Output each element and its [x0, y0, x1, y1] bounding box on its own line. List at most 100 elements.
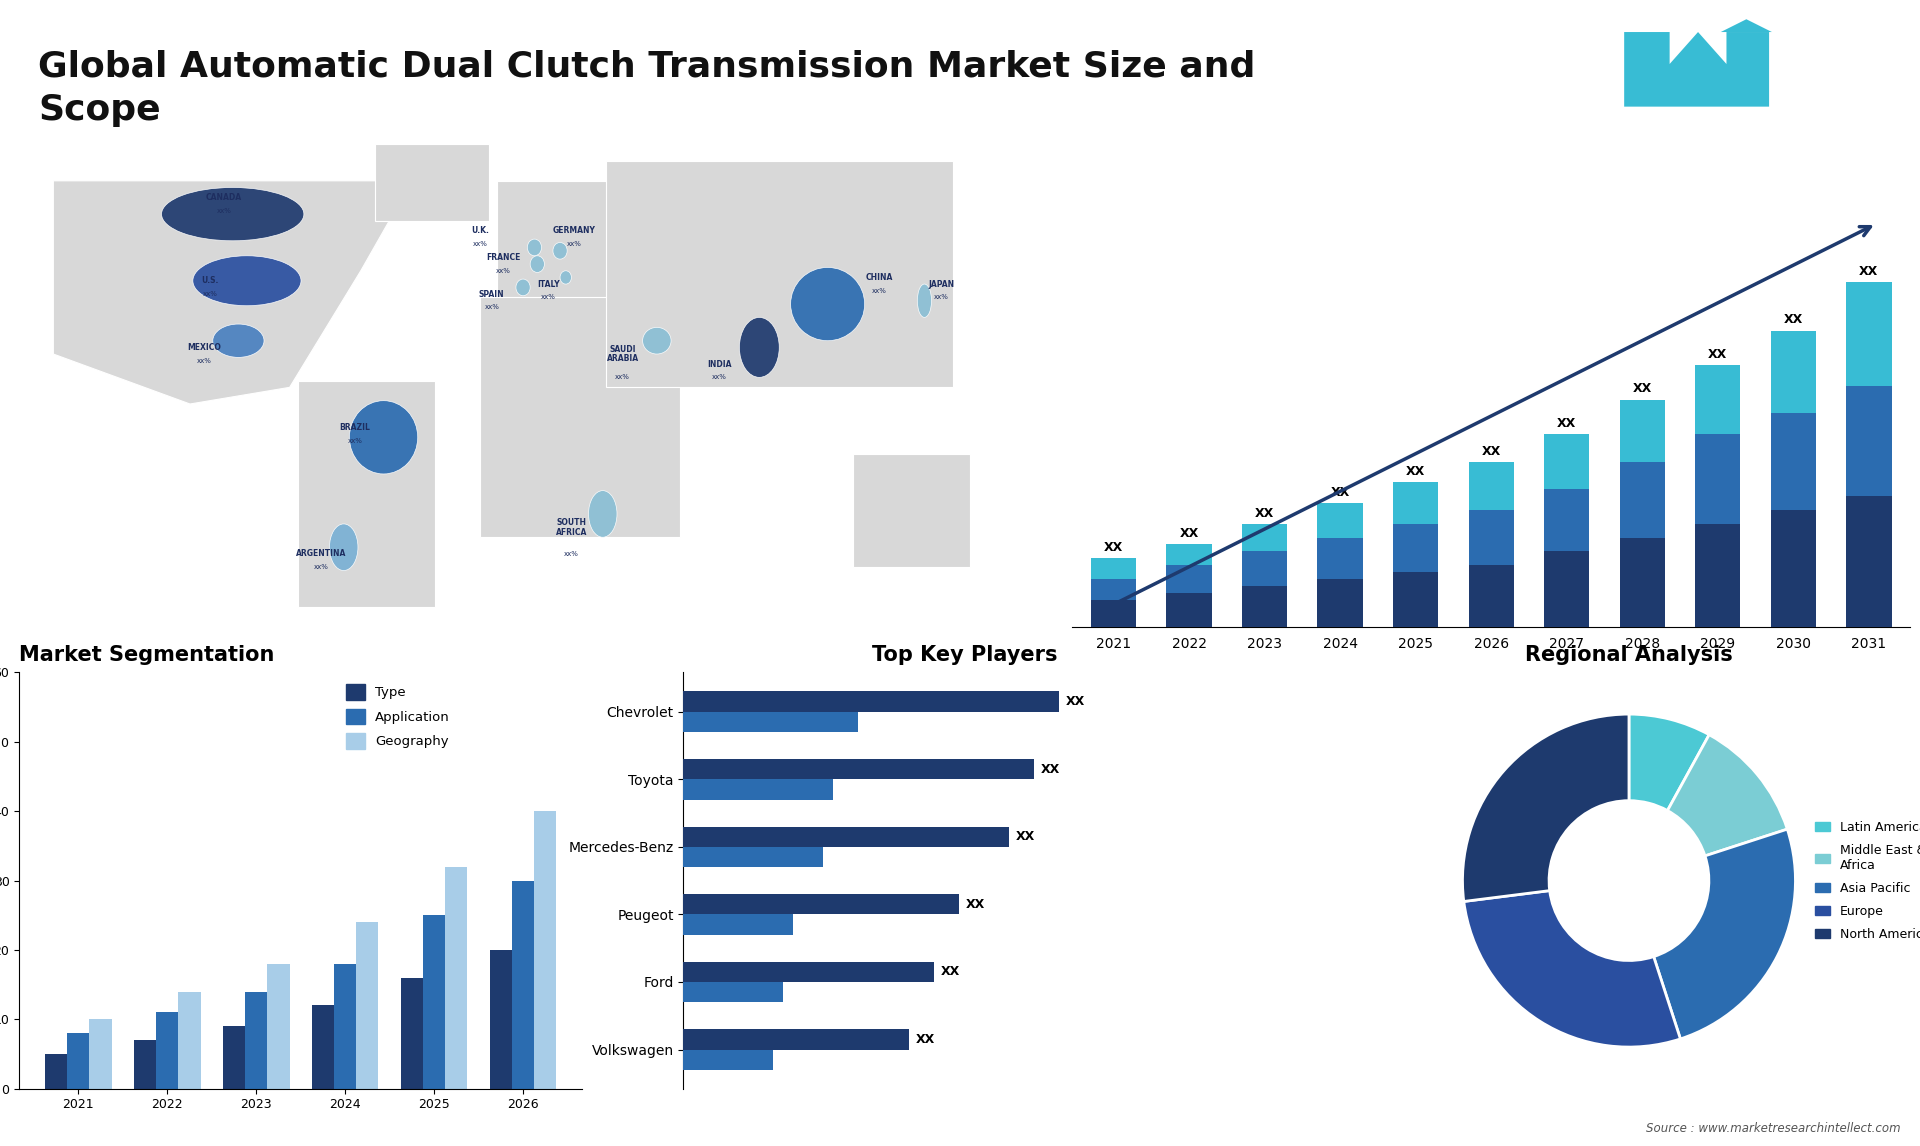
Bar: [1394, 524, 1438, 572]
Text: U.K.: U.K.: [472, 226, 490, 235]
Text: XX: XX: [1784, 314, 1803, 327]
Text: U.S.: U.S.: [202, 276, 219, 285]
Wedge shape: [1463, 714, 1628, 902]
Title: Regional Analysis: Regional Analysis: [1524, 645, 1734, 666]
Wedge shape: [1667, 735, 1788, 856]
Text: ARGENTINA: ARGENTINA: [296, 549, 346, 558]
Bar: [684, 915, 793, 935]
Ellipse shape: [739, 317, 780, 377]
Bar: [267, 964, 290, 1089]
Bar: [1847, 282, 1891, 386]
Text: xx%: xx%: [495, 268, 511, 274]
Bar: [1544, 489, 1590, 551]
Polygon shape: [852, 454, 970, 567]
Text: GERMANY: GERMANY: [553, 226, 595, 235]
Ellipse shape: [330, 524, 357, 571]
Polygon shape: [1624, 32, 1768, 107]
Bar: [490, 950, 513, 1089]
Text: xx%: xx%: [933, 295, 948, 300]
Text: XX: XX: [1016, 830, 1035, 843]
Text: FRANCE: FRANCE: [486, 253, 520, 262]
Bar: [1091, 599, 1137, 627]
Ellipse shape: [918, 284, 931, 317]
Text: xx%: xx%: [541, 295, 557, 300]
Text: xx%: xx%: [566, 241, 582, 248]
Bar: [1469, 462, 1513, 510]
Ellipse shape: [192, 256, 301, 306]
Text: XX: XX: [1066, 694, 1085, 708]
Bar: [67, 1034, 88, 1089]
Text: XX: XX: [1632, 383, 1651, 395]
Text: MEXICO: MEXICO: [188, 343, 221, 352]
Bar: [684, 759, 1033, 779]
Bar: [1394, 482, 1438, 524]
Bar: [534, 811, 557, 1089]
Text: INDIA: INDIA: [707, 360, 732, 369]
Text: XX: XX: [916, 1033, 935, 1046]
Text: XX: XX: [1859, 265, 1878, 278]
Text: XX: XX: [1405, 465, 1425, 478]
Text: xx%: xx%: [217, 207, 232, 214]
Bar: [684, 712, 858, 732]
Bar: [1469, 565, 1513, 627]
Bar: [1091, 579, 1137, 599]
Text: xx%: xx%: [313, 564, 328, 571]
Bar: [1091, 558, 1137, 579]
Text: xx%: xx%: [196, 358, 211, 363]
Bar: [684, 847, 824, 868]
Bar: [445, 866, 467, 1089]
Bar: [1620, 462, 1665, 537]
Ellipse shape: [213, 324, 265, 358]
Polygon shape: [374, 144, 490, 221]
Bar: [684, 691, 1058, 712]
Bar: [1317, 503, 1363, 537]
Bar: [246, 991, 267, 1089]
Bar: [1165, 544, 1212, 565]
Ellipse shape: [161, 188, 303, 241]
Bar: [44, 1054, 67, 1089]
Bar: [684, 1029, 908, 1050]
Ellipse shape: [530, 256, 545, 273]
Bar: [513, 880, 534, 1089]
Polygon shape: [298, 380, 434, 607]
Wedge shape: [1653, 830, 1795, 1039]
Bar: [1695, 524, 1740, 627]
Title: Top Key Players: Top Key Players: [872, 645, 1058, 666]
Polygon shape: [605, 160, 952, 387]
Text: xx%: xx%: [348, 438, 363, 444]
Text: SAUDI
ARABIA: SAUDI ARABIA: [607, 345, 639, 363]
Legend: Latin America, Middle East &
Africa, Asia Pacific, Europe, North America: Latin America, Middle East & Africa, Asi…: [1811, 816, 1920, 945]
Bar: [684, 779, 833, 800]
Text: JAPAN: JAPAN: [929, 280, 954, 289]
Bar: [134, 1041, 156, 1089]
Text: XX: XX: [1104, 541, 1123, 554]
Bar: [684, 826, 1008, 847]
Bar: [1695, 366, 1740, 434]
Text: xx%: xx%: [472, 241, 488, 248]
Bar: [684, 1050, 774, 1069]
Bar: [1620, 537, 1665, 627]
Bar: [1544, 434, 1590, 489]
Text: XX: XX: [1482, 445, 1501, 457]
Polygon shape: [1720, 19, 1772, 32]
Text: XX: XX: [1331, 486, 1350, 499]
Bar: [357, 923, 378, 1089]
Bar: [1695, 434, 1740, 524]
Text: XX: XX: [1256, 507, 1275, 519]
Bar: [1770, 331, 1816, 414]
Text: INTELLECT: INTELLECT: [1789, 89, 1847, 99]
Wedge shape: [1628, 714, 1709, 810]
Bar: [1165, 565, 1212, 592]
Bar: [1847, 386, 1891, 496]
Bar: [401, 978, 422, 1089]
Bar: [684, 894, 958, 915]
Text: xx%: xx%: [564, 551, 580, 557]
Text: XX: XX: [1179, 527, 1198, 540]
Ellipse shape: [516, 280, 530, 296]
Text: XX: XX: [1709, 348, 1728, 361]
Text: Source : www.marketresearchintellect.com: Source : www.marketresearchintellect.com: [1645, 1122, 1901, 1135]
Text: xx%: xx%: [614, 375, 630, 380]
Ellipse shape: [528, 240, 541, 256]
Text: ITALY: ITALY: [538, 280, 561, 289]
Ellipse shape: [349, 401, 419, 474]
